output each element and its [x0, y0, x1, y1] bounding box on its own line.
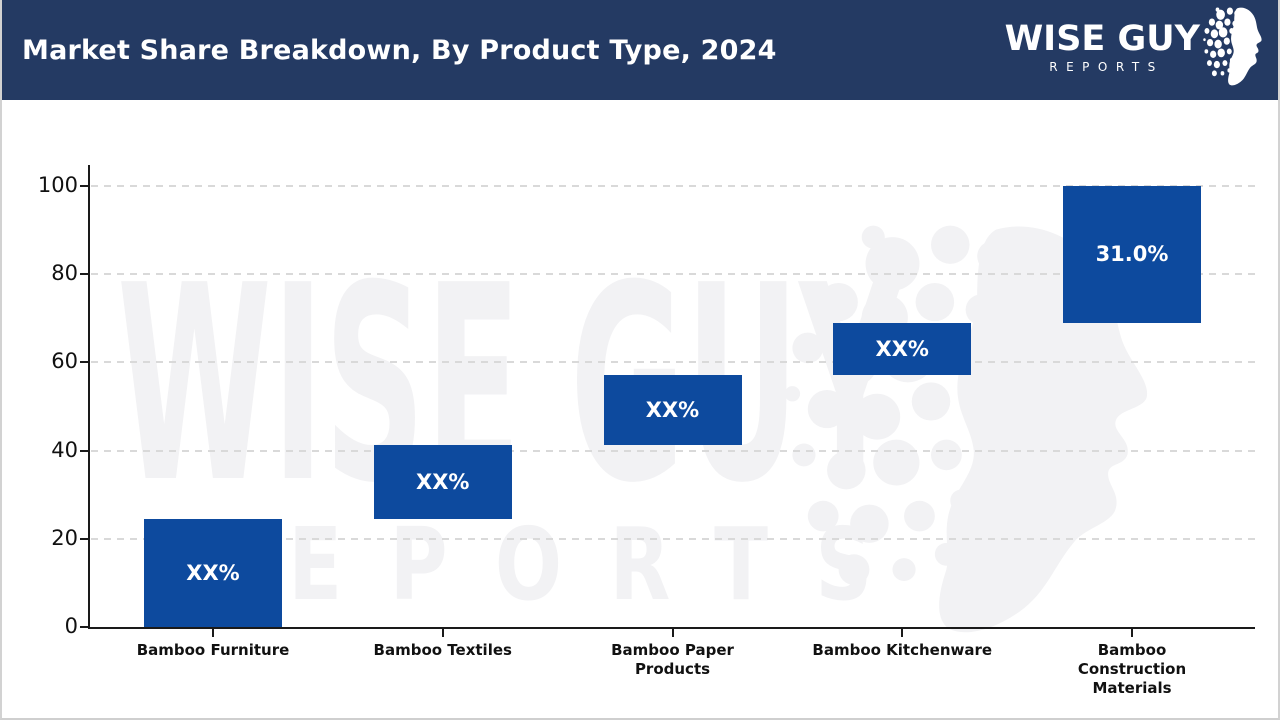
- x-axis-category-label: Bamboo Kitchenware: [812, 641, 993, 659]
- gridline: [91, 537, 1255, 540]
- x-axis-tick: [1131, 629, 1133, 637]
- bar-value-label: 31.0%: [1095, 242, 1169, 267]
- x-axis-category-label: Bamboo Paper Products: [611, 641, 734, 678]
- y-axis-tick-label: 0: [64, 614, 78, 638]
- logo-dotted-head-icon: [1203, 7, 1262, 86]
- x-axis-tick: [671, 629, 674, 637]
- waterfall-bar: XX%: [373, 444, 512, 519]
- waterfall-bar: 31.0%: [1063, 186, 1201, 323]
- y-axis-tick: [80, 626, 88, 628]
- y-axis-tick-label: 20: [51, 525, 78, 550]
- bar-value-label: XX%: [416, 469, 470, 494]
- bar-value-label: XX%: [875, 336, 929, 361]
- logo-tagline-text: REPORTS: [1049, 59, 1164, 74]
- x-axis-tick: [212, 629, 214, 637]
- y-axis-line: [88, 165, 90, 629]
- y-axis-tick-label: 40: [51, 437, 78, 462]
- gridline: [91, 449, 1255, 452]
- page-title: Market Share Breakdown, By Product Type,…: [22, 34, 777, 66]
- gridline: [91, 273, 1255, 276]
- gridline: [91, 185, 1255, 187]
- y-axis-tick: [80, 361, 88, 364]
- x-axis-tick: [901, 629, 904, 637]
- y-axis-tick: [80, 449, 88, 452]
- y-axis-tick-label: 60: [51, 349, 78, 374]
- x-axis-line: [88, 627, 1255, 629]
- x-axis-category-label: Bamboo Furniture: [136, 641, 290, 659]
- bar-value-label: XX%: [645, 397, 700, 422]
- x-axis-category-label: Bamboo Textiles: [373, 641, 512, 659]
- y-axis-tick: [80, 185, 88, 187]
- y-axis-tick: [80, 273, 88, 276]
- gridline: [91, 361, 1255, 364]
- y-axis-tick-label: 80: [51, 261, 78, 286]
- y-axis-tick: [80, 537, 88, 540]
- waterfall-bar: XX%: [833, 322, 972, 375]
- y-axis-tick-label: 100: [37, 173, 78, 197]
- header-bar: Market Share Breakdown, By Product Type,…: [2, 0, 1278, 100]
- logo-text: WISE GUY REPORTS: [1005, 20, 1200, 74]
- bar-value-label: XX%: [186, 560, 240, 585]
- waterfall-bar: XX%: [603, 374, 742, 445]
- x-axis-category-label: Bamboo Construction Materials: [1077, 641, 1187, 697]
- logo-brand-text: WISE GUY: [1004, 19, 1200, 60]
- waterfall-bar: XX%: [144, 518, 282, 627]
- x-axis-tick: [441, 629, 444, 637]
- wise-guy-logo: WISE GUY REPORTS: [1005, 6, 1264, 88]
